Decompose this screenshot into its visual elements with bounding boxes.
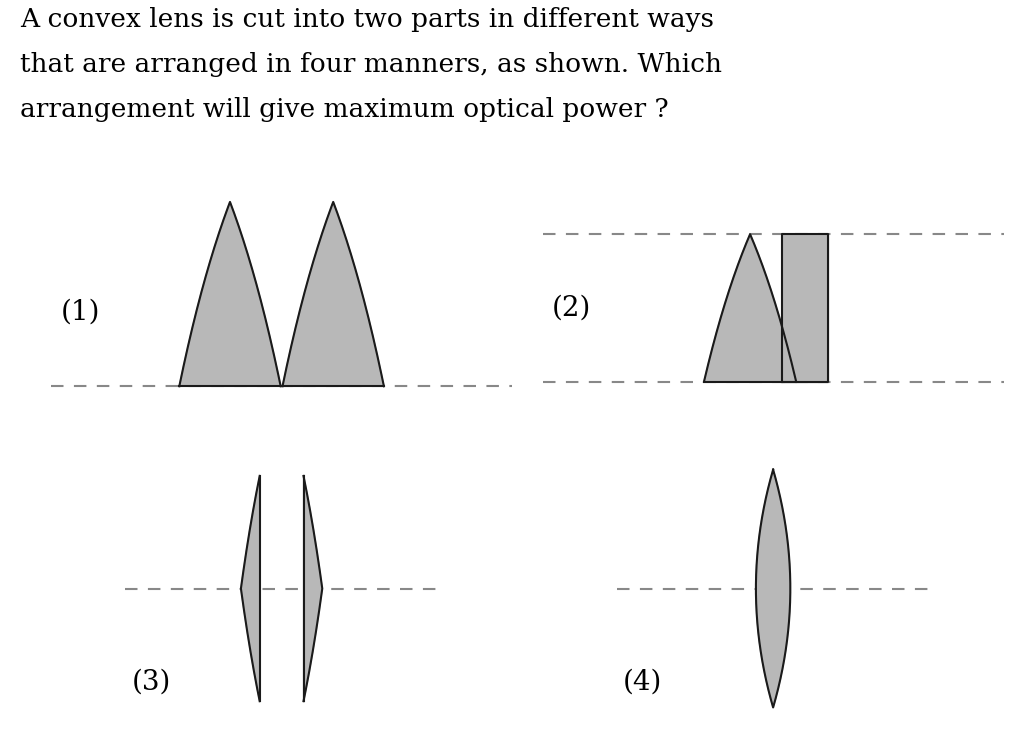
Polygon shape <box>283 202 384 386</box>
Text: (1): (1) <box>60 299 100 326</box>
Polygon shape <box>705 234 797 381</box>
Polygon shape <box>303 476 323 701</box>
Text: (4): (4) <box>623 669 663 696</box>
Polygon shape <box>241 476 260 701</box>
Polygon shape <box>782 234 828 381</box>
Polygon shape <box>179 202 281 386</box>
Text: A convex lens is cut into two parts in different ways: A convex lens is cut into two parts in d… <box>20 7 715 33</box>
Text: (2): (2) <box>552 294 591 321</box>
Polygon shape <box>756 469 791 708</box>
Text: that are arranged in four manners, as shown. Which: that are arranged in four manners, as sh… <box>20 52 723 77</box>
Text: (3): (3) <box>131 669 171 696</box>
Text: arrangement will give maximum optical power ?: arrangement will give maximum optical po… <box>20 97 669 122</box>
